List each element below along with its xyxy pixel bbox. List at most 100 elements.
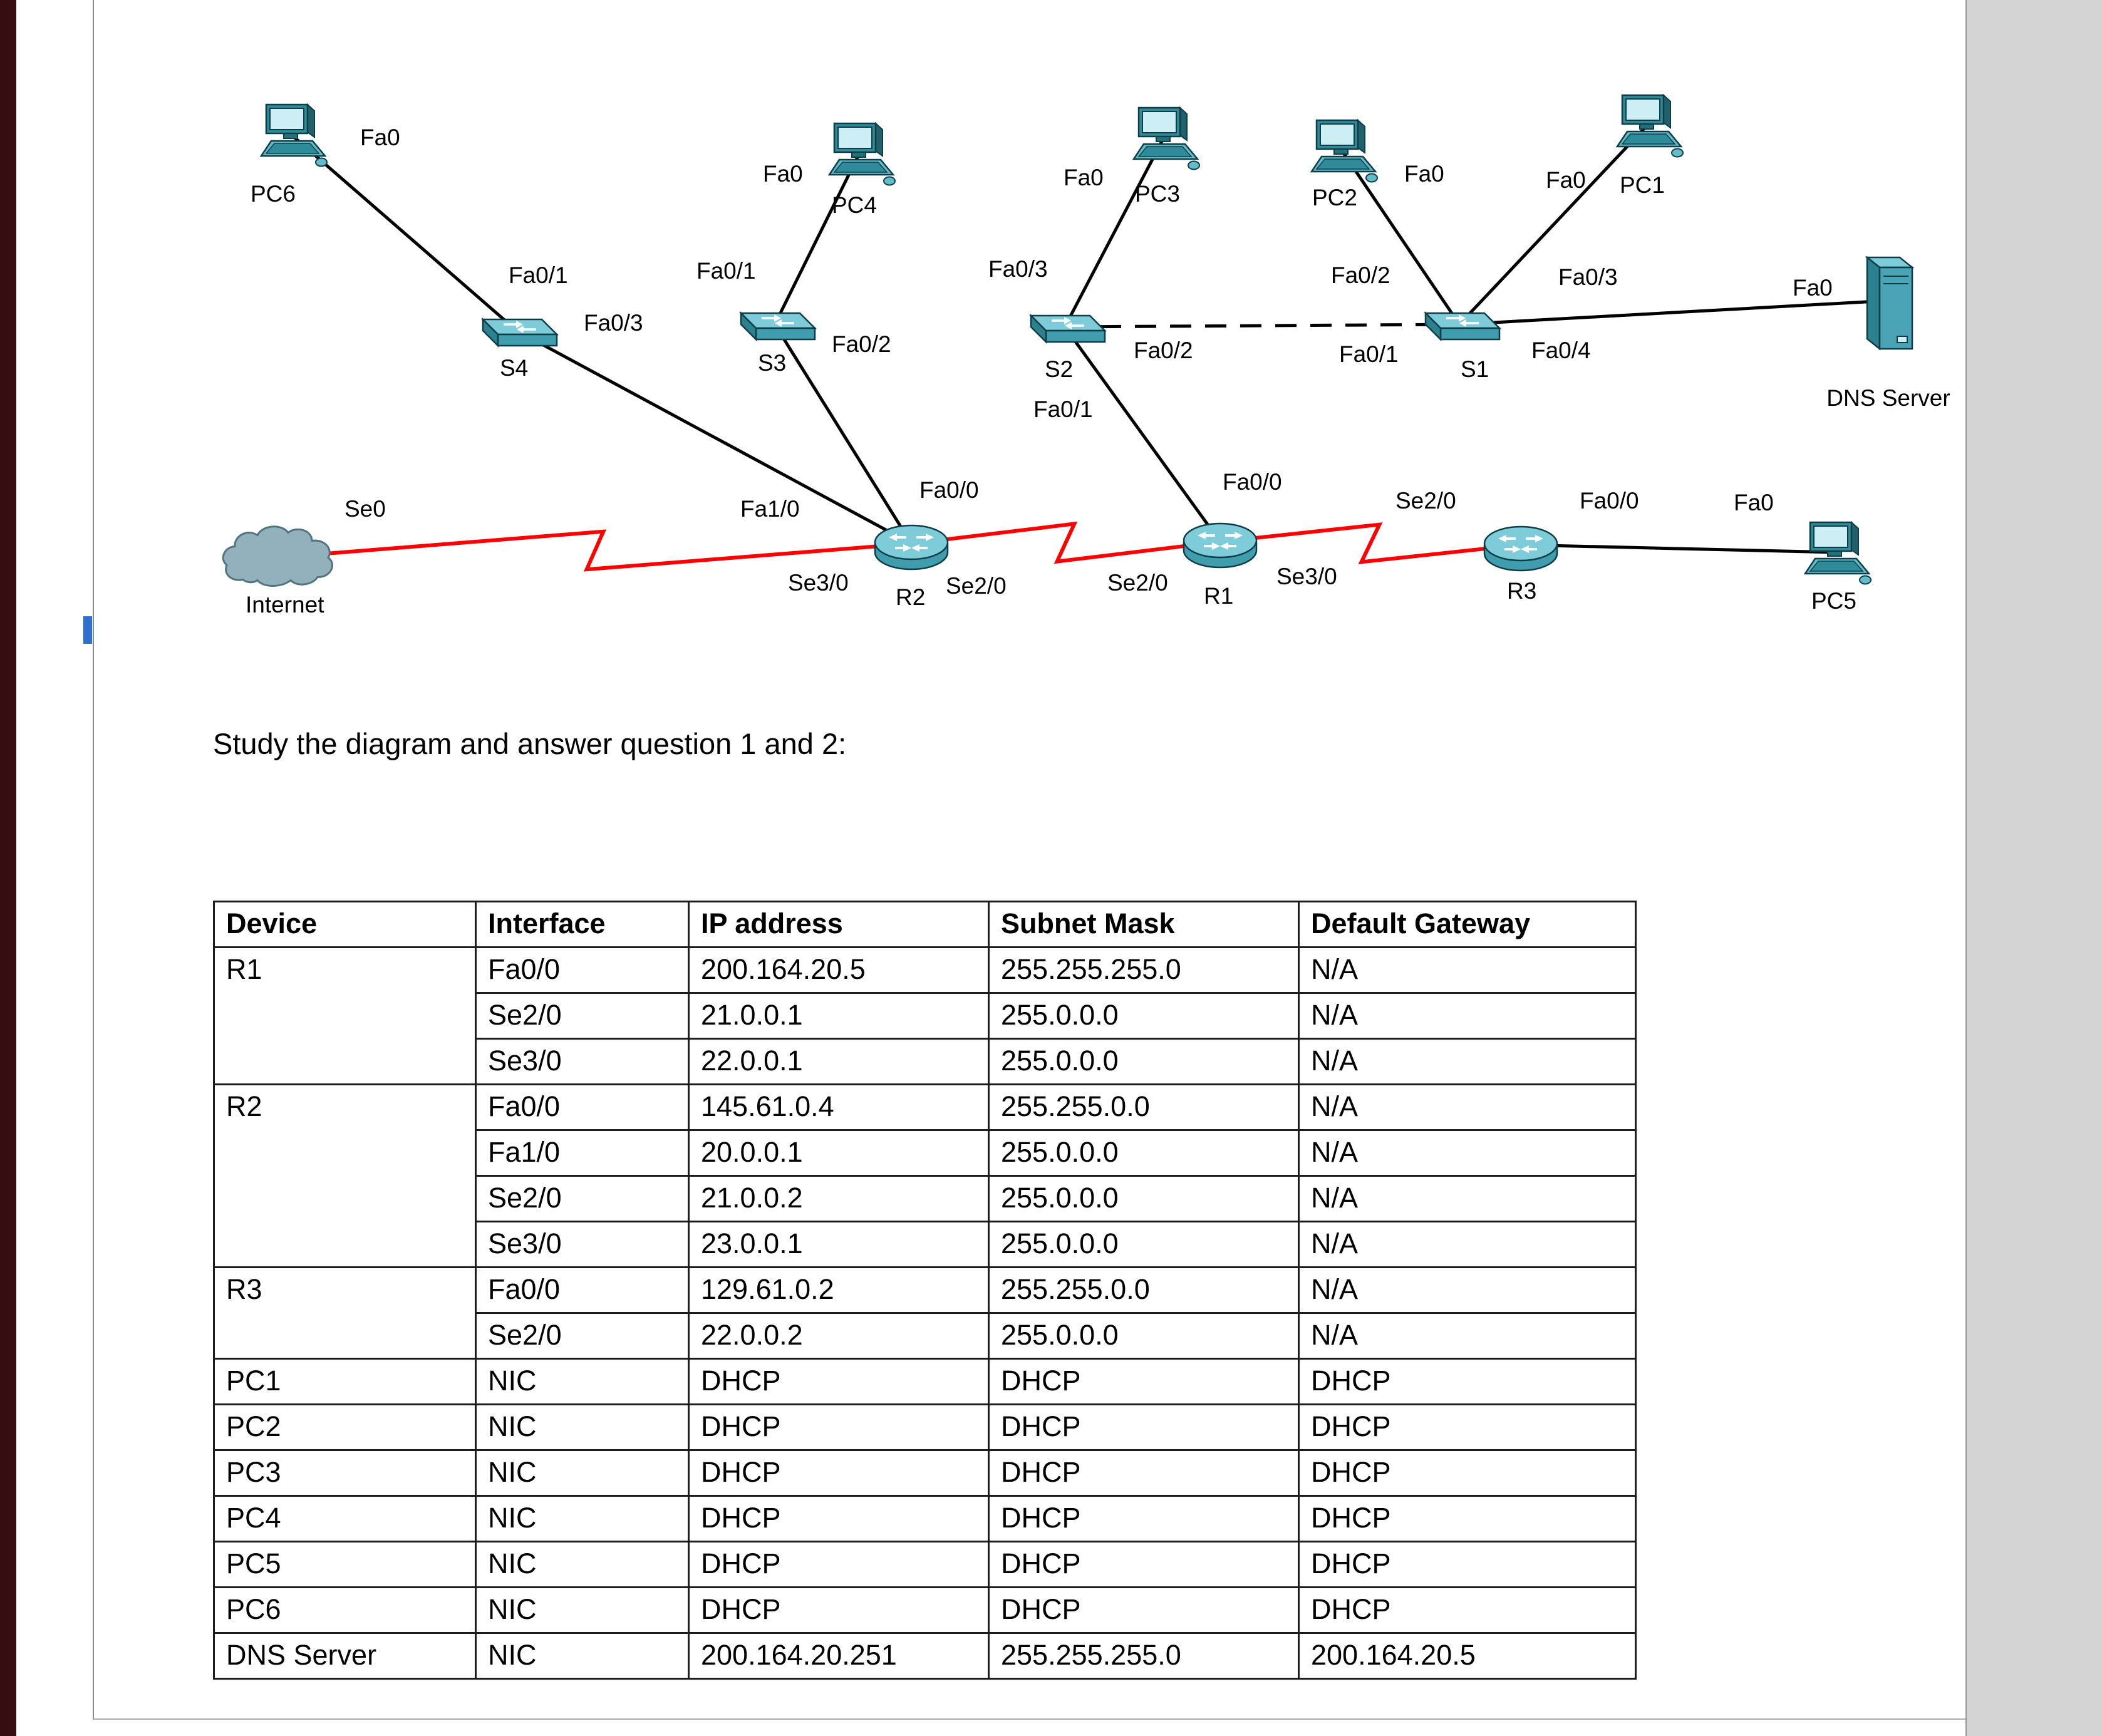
gateway-cell: N/A [1298,946,1637,994]
table-row: Fa1/0 20.0.0.1 255.0.0.0 N/A [214,1129,1637,1177]
interface-cell: Se2/0 [475,992,690,1040]
mask-cell: 255.255.255.0 [988,946,1300,994]
port-label: Fa0/1 [509,262,568,288]
server-icon-DNS [1866,256,1913,350]
instruction-text: Study the diagram and answer question 1 … [213,727,847,760]
switch-icon-S4 [482,318,558,347]
links-layer [278,124,1889,572]
port-label: Fa0/3 [584,310,643,336]
device-cell: PC6 [213,1586,477,1634]
ip-cell: 200.164.20.5 [688,946,990,994]
table-body: R1 Fa0/0 200.164.20.5 255.255.255.0 N/A Se2/0… [213,946,1637,1680]
device-cell: R1 [213,946,477,1085]
table-row: PC5 NIC DHCP DHCP DHCP [213,1541,1637,1588]
port-label: Fa1/0 [740,496,800,522]
interface-cell: Se3/0 [475,1038,690,1085]
mask-cell: 255.0.0.0 [988,1175,1300,1222]
link-Internet-R2 [278,529,912,572]
column-header: Device [213,901,477,948]
device-cell: DNS Server [213,1632,477,1680]
port-label: Se2/0 [946,573,1007,599]
addressing-table: Device Interface IP address Subnet Mask Defa… [213,901,1637,1680]
ip-cell: 22.0.0.1 [688,1038,990,1085]
mask-cell: 255.0.0.0 [988,1221,1300,1268]
link-S2-R1 [1063,326,1222,543]
mask-cell: 255.255.0.0 [988,1266,1300,1314]
interface-cell: NIC [475,1541,690,1588]
port-label: Fa0/2 [1331,262,1390,288]
cloud-icon-Internet [222,525,333,587]
interface-cell: NIC [475,1586,690,1634]
cursor-marker [83,616,92,644]
switch-icon-S2 [1030,314,1106,343]
port-label: Fa0 [1064,165,1104,190]
gateway-cell: N/A [1298,1175,1637,1222]
switch-icon-S1 [1424,312,1501,341]
port-label: Se2/0 [1395,488,1456,514]
port-label: Fa0 [1734,490,1774,515]
link-R1-R3 [1219,522,1521,564]
table-row: PC1 NIC DHCP DHCP DHCP [213,1358,1637,1405]
ip-cell: 22.0.0.2 [688,1312,990,1360]
column-header: Default Gateway [1298,901,1637,948]
interface-cell: NIC [475,1358,690,1405]
port-label: Fa0 [360,125,400,150]
pc-icon-PC3 [1132,106,1201,170]
gateway-cell: DHCP [1298,1586,1637,1634]
ip-cell: 200.164.20.251 [688,1632,990,1680]
link-PC6-S4 [290,133,518,332]
link-PC3-S2 [1063,137,1166,328]
device-label-PC4: PC4 [832,192,877,218]
interface-cell: Fa0/0 [475,1083,690,1131]
device-cell: PC4 [213,1495,477,1542]
device-label-R1: R1 [1204,583,1233,609]
column-header: Interface [475,901,690,948]
interface-cell: NIC [475,1495,690,1542]
interface-cell: Se2/0 [475,1312,690,1360]
ip-cell: DHCP [688,1403,990,1451]
port-label: Fa0 [1793,275,1833,301]
link-R3-PC5 [1520,543,1836,554]
device-label-DNS: DNS Server [1826,385,1950,411]
gateway-cell: N/A [1298,1129,1637,1177]
link-S3-R2 [773,323,913,545]
mask-cell: 255.0.0.0 [988,992,1300,1040]
document-page: PC6 PC4 PC3 PC2 PC1 PC5 DNS Server S4 S3 S2 S1 Inte… [93,0,1965,1720]
port-label: Fa0/0 [1580,488,1639,514]
gateway-cell: N/A [1298,1221,1637,1268]
device-cell: PC1 [213,1358,477,1405]
gateway-cell: N/A [1298,1038,1637,1085]
device-cell: PC5 [213,1541,477,1588]
interface-cell: NIC [475,1449,690,1497]
port-label: Fa0 [763,161,803,187]
router-icon-R3 [1483,525,1558,572]
port-label: Fa0/0 [919,477,979,503]
link-S4-R2 [515,329,913,545]
interface-cell: NIC [475,1632,690,1680]
table-row: Se2/0 21.0.0.2 255.0.0.0 N/A [214,1175,1637,1222]
window-edge-strip [0,0,16,1736]
interface-cell: Fa0/0 [475,946,690,994]
table-row: PC3 NIC DHCP DHCP DHCP [213,1449,1637,1497]
link-PC4-S3 [773,152,861,326]
link-S1-DNS [1459,299,1889,326]
pc-icon-PC2 [1310,119,1379,183]
gateway-cell: DHCP [1298,1449,1637,1497]
link-PC1-S1 [1458,124,1649,326]
mask-cell: 255.255.0.0 [988,1083,1300,1131]
device-label-S2: S2 [1045,356,1073,382]
table-row: R3 Fa0/0 129.61.0.2 255.255.0.0 N/A [213,1266,1637,1360]
device-label-PC1: PC1 [1620,172,1665,198]
gateway-cell: DHCP [1298,1403,1637,1451]
port-label: Fa0/4 [1531,338,1591,363]
mask-cell: DHCP [988,1449,1300,1497]
mask-cell: DHCP [988,1358,1300,1405]
device-label-Internet: Internet [246,592,324,617]
mask-cell: DHCP [988,1495,1300,1542]
port-label: Fa0/2 [832,331,891,357]
gateway-cell: N/A [1298,1312,1637,1360]
port-label: Fa0 [1404,161,1444,187]
device-label-PC3: PC3 [1135,181,1180,207]
port-label: Fa0/3 [1558,264,1618,290]
